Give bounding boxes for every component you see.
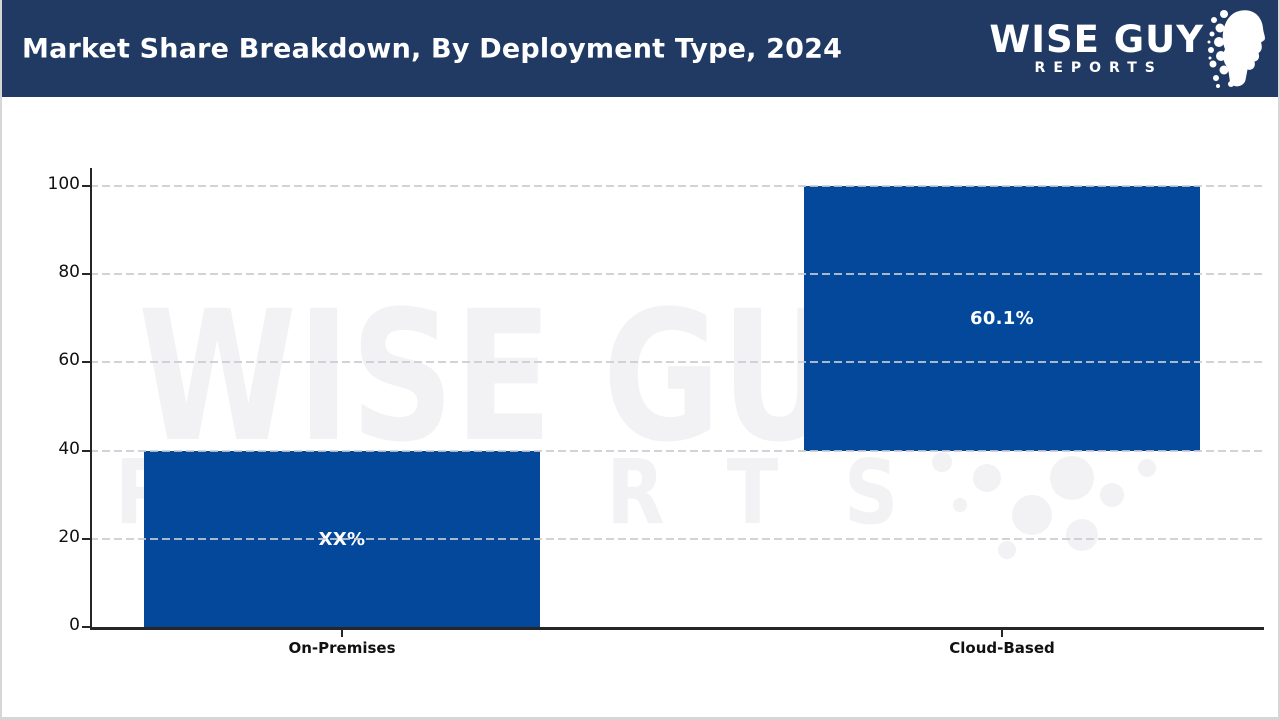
gridline-60 <box>90 361 1264 364</box>
bar-value-label-cloud-based: 60.1% <box>970 308 1034 330</box>
x-axis-tick <box>341 630 343 637</box>
y-axis-tick <box>82 185 90 187</box>
logo-reports-text: REPORTS <box>1034 60 1163 77</box>
wise-guy-logo-face-icon <box>1207 10 1265 88</box>
y-axis-tick <box>82 273 90 276</box>
logo-wordmark: WISE GUY <box>989 17 1204 61</box>
x-axis-tick <box>1001 630 1003 637</box>
header-banner: Market Share Breakdown, By Deployment Ty… <box>2 0 1278 97</box>
y-axis-tick-label: 60 <box>58 350 80 371</box>
y-axis-tick <box>82 361 90 364</box>
y-axis-tick <box>82 449 90 452</box>
gridline-80 <box>90 273 1264 276</box>
y-axis-tick <box>82 537 90 540</box>
wise-guy-logo-text: WISE GUY REPORTS <box>989 17 1204 77</box>
bar-cloud-based: 60.1% <box>804 186 1200 452</box>
y-axis-tick-label: 20 <box>58 526 80 547</box>
gridline-20 <box>90 537 1264 540</box>
y-axis-tick <box>82 626 90 628</box>
y-axis-spine <box>90 168 92 630</box>
y-axis-tick-label: 40 <box>58 438 80 459</box>
chart-title: Market Share Breakdown, By Deployment Ty… <box>22 33 843 64</box>
x-axis-line <box>90 627 1264 630</box>
y-axis-tick-label: 100 <box>47 174 80 194</box>
wise-guy-logo: WISE GUY REPORTS <box>989 6 1268 90</box>
x-axis-category-label-on-premises: On-Premises <box>288 639 396 657</box>
y-axis-tick-label: 80 <box>58 262 80 283</box>
y-axis-tick-label: 0 <box>69 615 80 635</box>
gridline-40 <box>90 449 1264 452</box>
gridline-100 <box>90 185 1264 187</box>
x-axis-category-label-cloud-based: Cloud-Based <box>949 639 1055 657</box>
